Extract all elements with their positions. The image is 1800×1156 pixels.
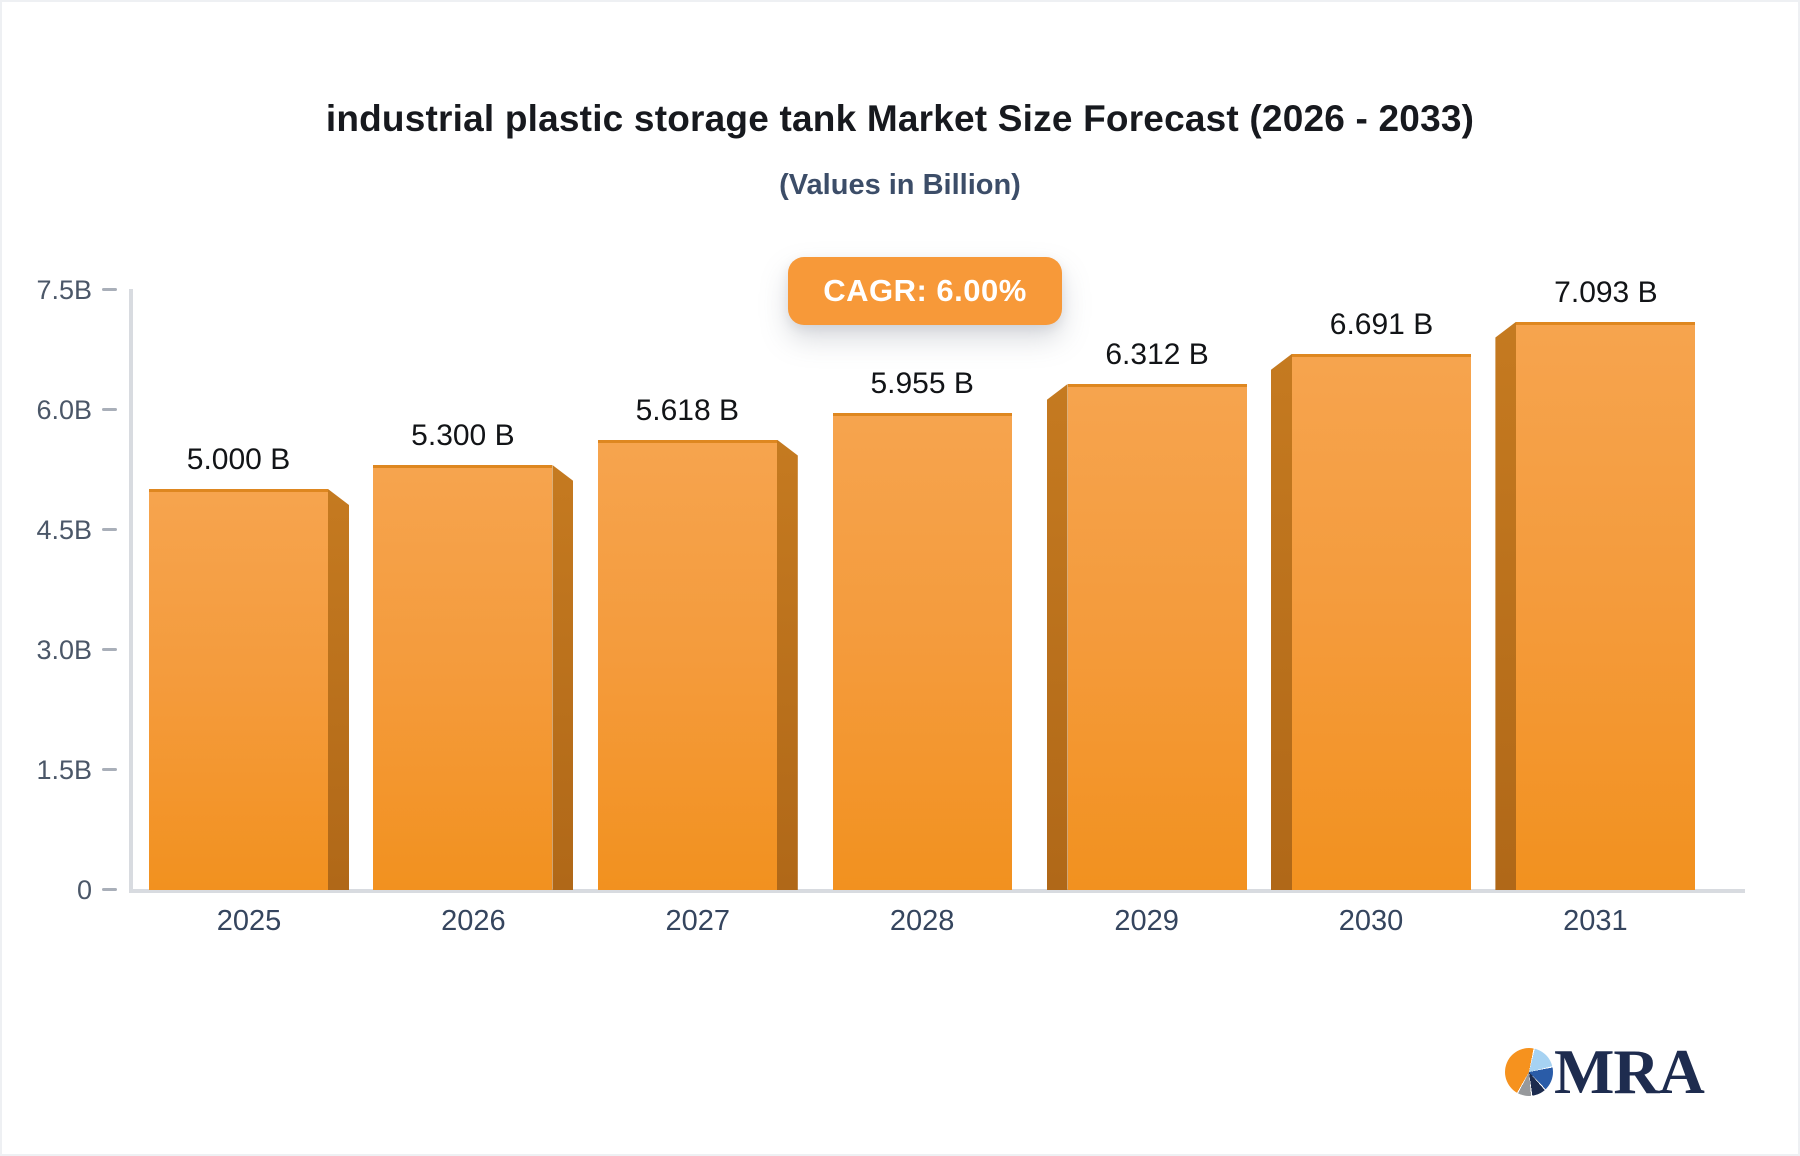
bar-2031 <box>1516 321 1696 890</box>
bar-side <box>776 439 798 890</box>
x-tick-label-2028: 2028 <box>889 905 955 937</box>
y-tick-dash <box>102 768 117 771</box>
y-tick-label: 4.5B <box>36 515 92 545</box>
bar-value-label: 5.955 B <box>870 366 974 400</box>
bar-2030 <box>1292 353 1471 890</box>
x-axis-line <box>129 889 1745 893</box>
chart-subtitle: (Values in Billion) <box>779 169 1021 201</box>
y-tick-dash <box>102 528 117 531</box>
bar-value-label: 5.300 B <box>411 419 515 452</box>
brand-logo: MRA <box>1505 1036 1705 1107</box>
y-tick-dash <box>102 888 117 891</box>
bar-2028 <box>832 412 1012 890</box>
bar-2026 <box>373 465 553 890</box>
bar-side <box>1495 321 1517 890</box>
x-tick-label-2025: 2025 <box>216 905 282 937</box>
bar-value-label: 7.093 B <box>1554 275 1658 309</box>
bar-value-label: 5.000 B <box>186 443 291 476</box>
brand-logo-text: MRA <box>1554 1036 1705 1107</box>
x-tick-label-2026: 2026 <box>441 905 506 937</box>
bar-value-label: 6.312 B <box>1105 338 1209 372</box>
y-tick-label: 0 <box>76 875 92 905</box>
bar-value-label: 5.618 B <box>635 393 739 427</box>
bar-side <box>1271 353 1292 890</box>
pie-chart-icon <box>1505 1048 1553 1096</box>
y-tick-label: 3.0B <box>36 635 92 665</box>
y-tick-dash <box>102 288 117 291</box>
y-tick-label: 6.0B <box>36 395 92 425</box>
bar-value-label: 6.691 B <box>1329 307 1434 341</box>
x-tick-label-2031: 2031 <box>1563 905 1628 937</box>
y-tick-dash <box>102 648 117 651</box>
y-tick-label: 1.5B <box>36 755 92 785</box>
y-tick-dash <box>102 408 117 411</box>
x-tick-label-2030: 2030 <box>1338 905 1404 937</box>
y-tick-label: 7.5B <box>36 275 92 305</box>
x-tick-label-2027: 2027 <box>665 905 731 937</box>
page-title: industrial plastic storage tank Market S… <box>325 98 1475 139</box>
bar-side <box>1046 384 1068 890</box>
bar-2029 <box>1067 384 1247 890</box>
y-axis-line <box>129 289 133 893</box>
x-tick-label-2029: 2029 <box>1114 905 1179 937</box>
bar-side <box>552 465 574 890</box>
bar-2027 <box>597 439 777 890</box>
cagr-badge: CAGR: 6.00% <box>788 257 1062 325</box>
bar-2025 <box>149 489 328 890</box>
bar-side <box>328 489 349 890</box>
